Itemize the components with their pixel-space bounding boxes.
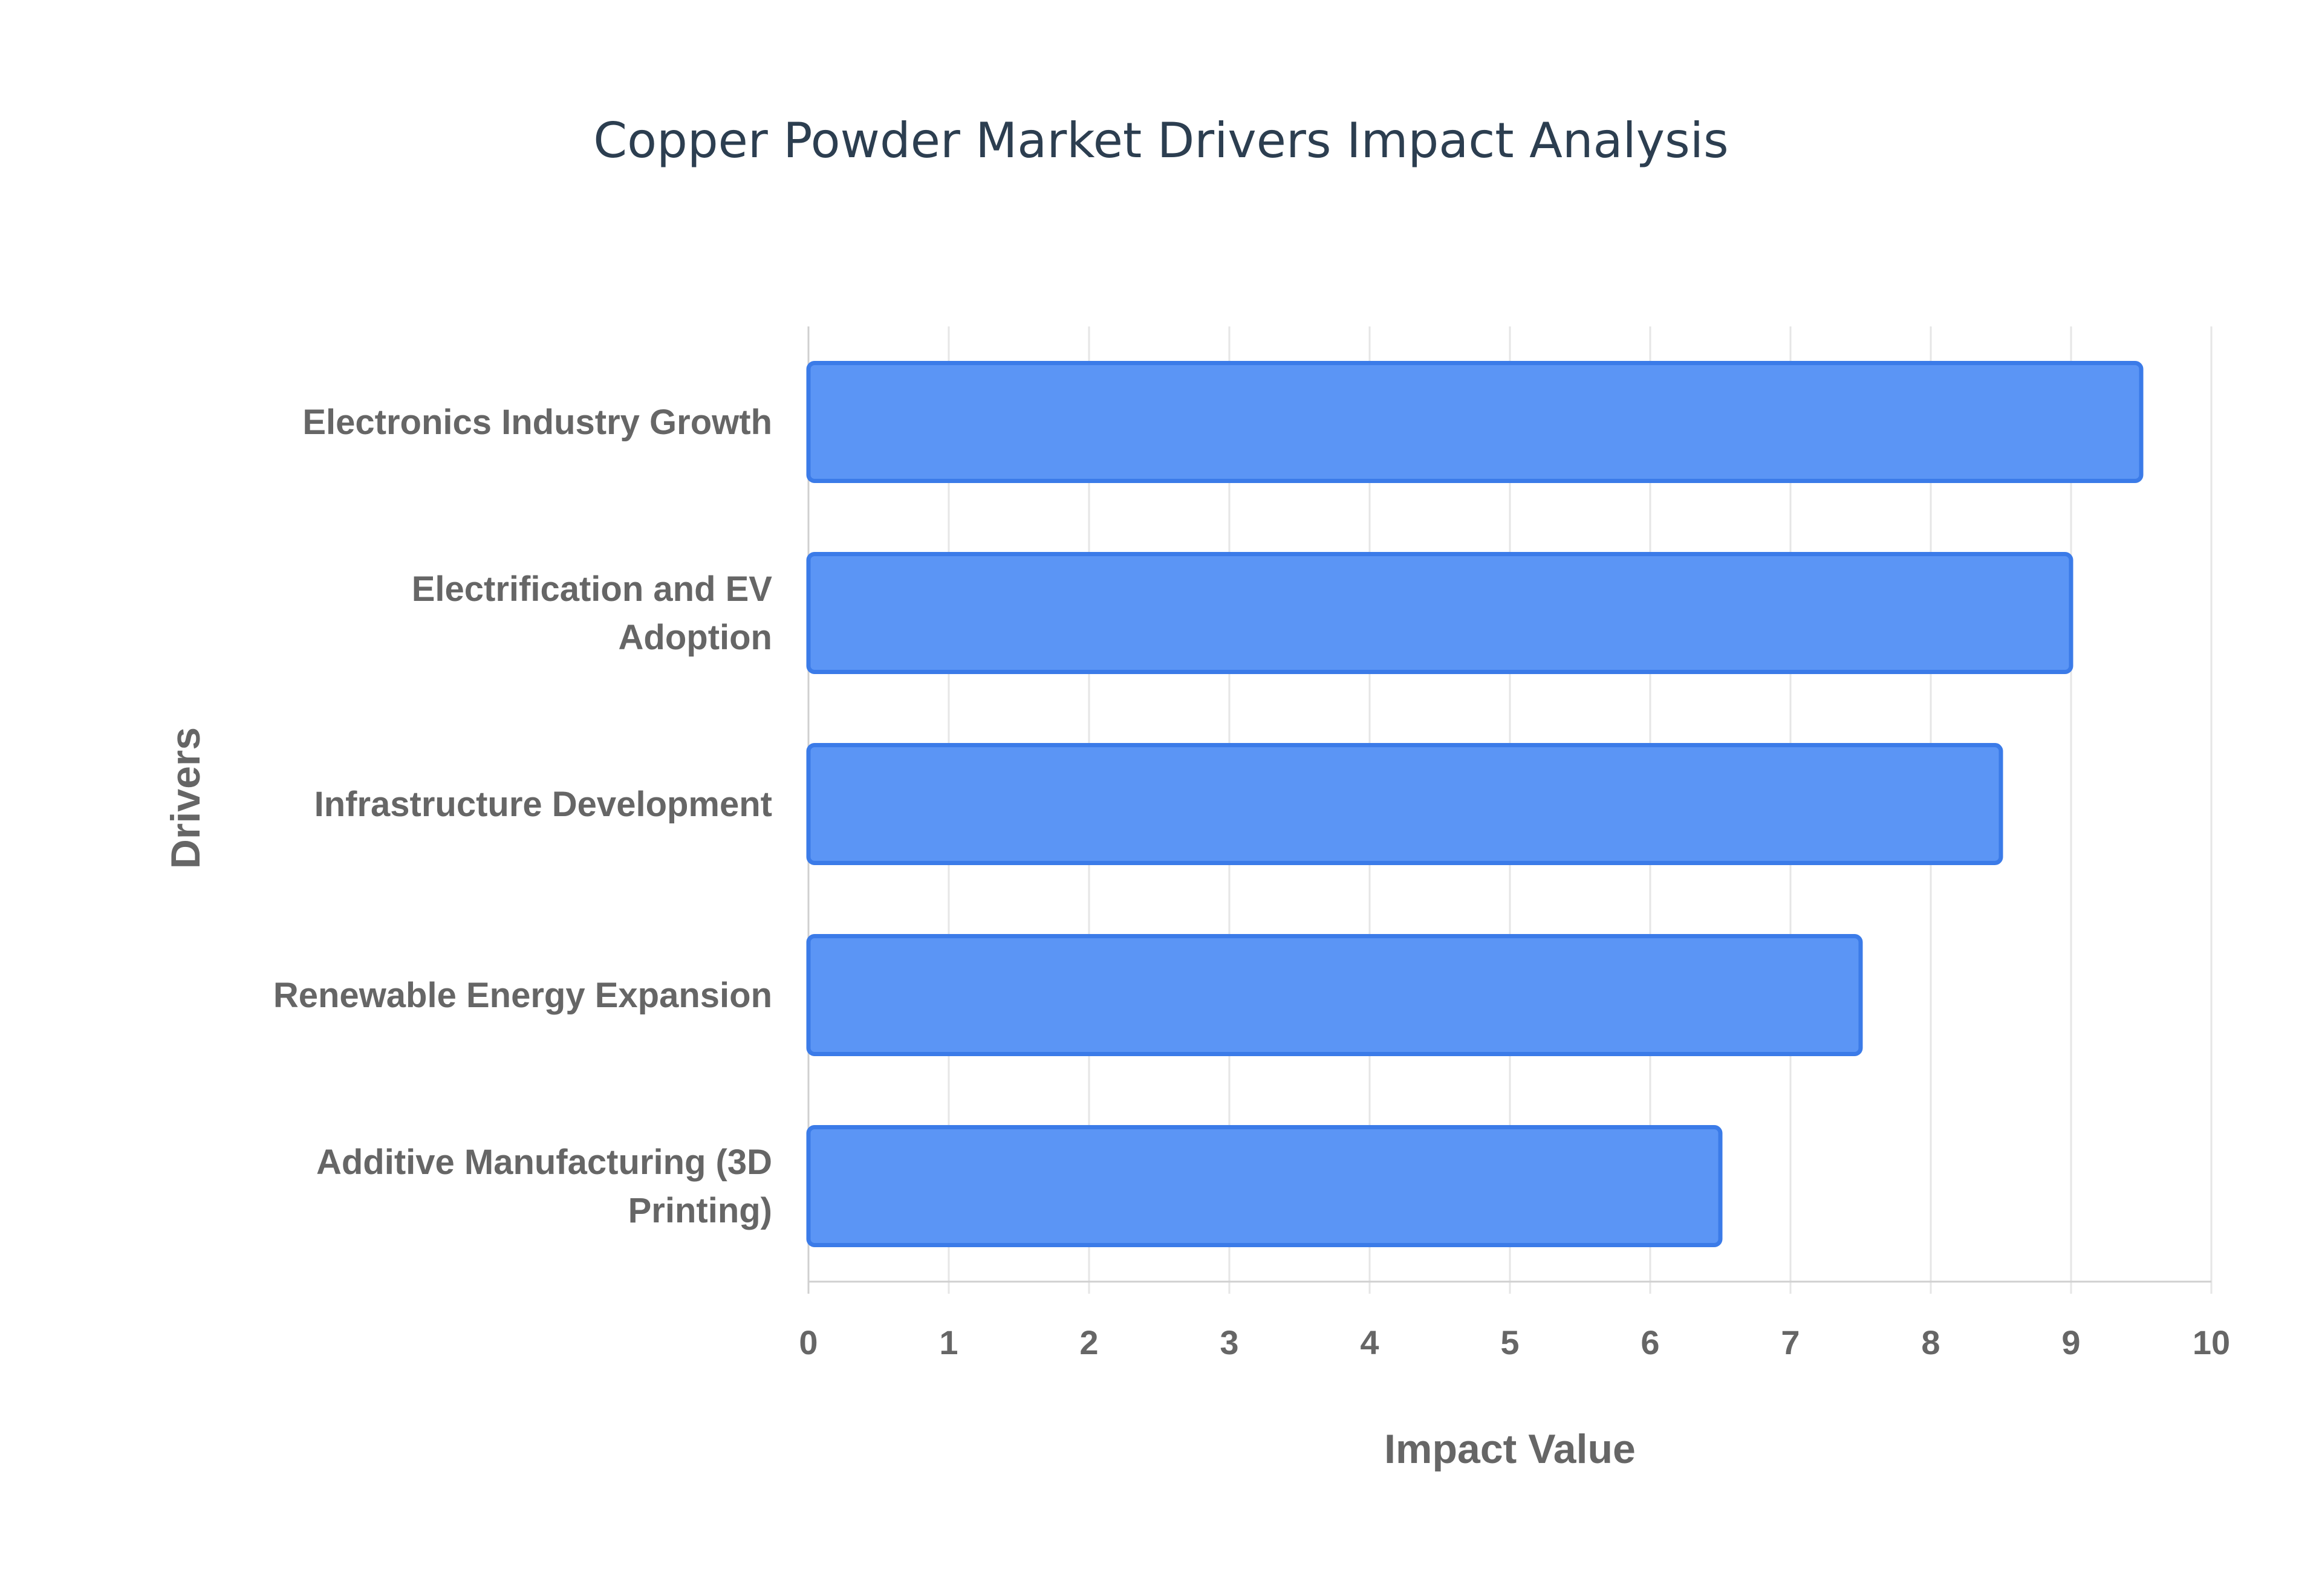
y-category-label-line: Adoption <box>619 618 772 657</box>
bar <box>806 552 2073 674</box>
x-tick-label: 2 <box>1079 1323 1098 1361</box>
bar <box>806 361 2144 483</box>
x-tick-label: 0 <box>799 1323 818 1361</box>
bars <box>806 361 2144 1247</box>
y-category-label-line: Printing) <box>628 1191 772 1230</box>
y-category-label: Renewable Energy Expansion <box>273 976 772 1015</box>
y-category-label-line: Electrification and EV <box>412 569 773 609</box>
x-tick-label: 4 <box>1360 1323 1379 1361</box>
x-tick-label: 3 <box>1220 1323 1238 1361</box>
y-category-label-line: Renewable Energy Expansion <box>273 976 772 1015</box>
x-tick-label: 7 <box>1781 1323 1800 1361</box>
x-tick-label: 1 <box>939 1323 958 1361</box>
x-axis-ticks: 0 1 2 3 4 5 6 7 8 9 10 <box>799 1323 2230 1361</box>
y-category-label-line: Electronics Industry Growth <box>302 403 772 442</box>
x-tick-label: 10 <box>2193 1323 2230 1361</box>
y-category-label: Electrification and EV Adoption <box>412 569 773 657</box>
x-tick-label: 9 <box>2061 1323 2080 1361</box>
x-tick-label: 8 <box>1921 1323 1940 1361</box>
bar <box>806 743 2003 865</box>
x-axis-title: Impact Value <box>1384 1426 1636 1472</box>
y-category-label-line: Infrastructure Development <box>314 785 772 824</box>
y-category-label: Infrastructure Development <box>314 785 772 824</box>
bar <box>806 1125 1723 1247</box>
y-category-label-line: Additive Manufacturing (3D <box>316 1143 772 1182</box>
x-tick-label: 5 <box>1500 1323 1519 1361</box>
y-category-label: Additive Manufacturing (3D Printing) <box>316 1143 772 1230</box>
bar <box>806 934 1863 1056</box>
chart-title: Copper Powder Market Drivers Impact Anal… <box>593 112 1728 169</box>
y-category-label: Electronics Industry Growth <box>302 403 772 442</box>
x-tick-label: 6 <box>1641 1323 1659 1361</box>
y-axis-title: Drivers <box>163 727 209 869</box>
y-axis-categories: Electronics Industry Growth Electrificati… <box>273 403 772 1230</box>
